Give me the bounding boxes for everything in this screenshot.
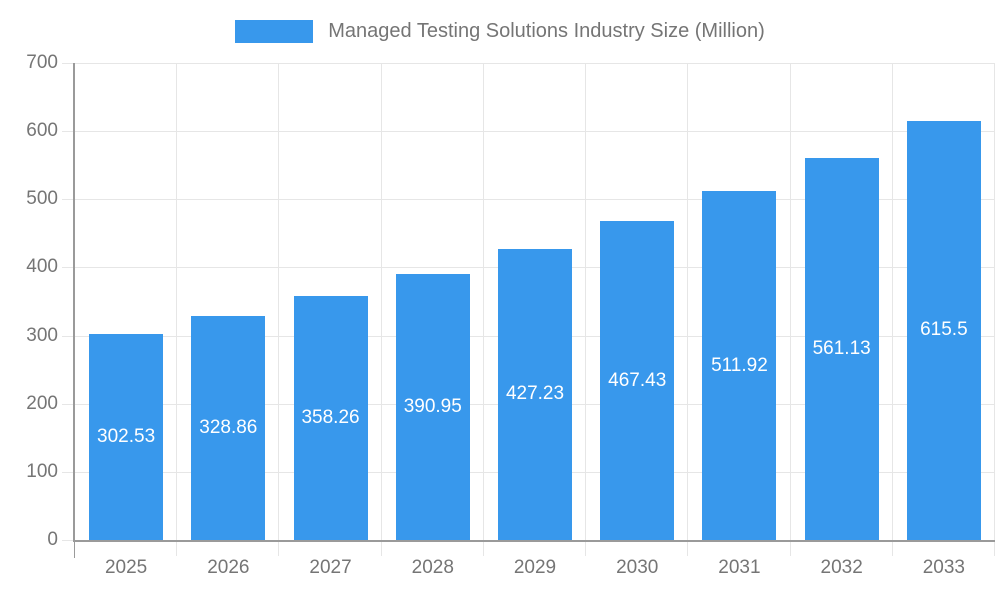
bar-2025[interactable]: 302.53 [89, 333, 164, 540]
gridline-x-5 [585, 63, 587, 540]
bar-value-label: 302.53 [97, 425, 156, 447]
y-axis-tick [62, 63, 73, 64]
y-axis-tick [62, 131, 73, 133]
bar-2026[interactable]: 328.86 [191, 315, 266, 540]
y-axis-tick-label: 500 [26, 188, 58, 210]
x-axis-tick [789, 542, 791, 556]
x-axis-tick [482, 542, 484, 556]
x-axis-tick-label: 2026 [207, 557, 250, 578]
x-axis-tick [74, 542, 75, 558]
bar-2032[interactable]: 561.13 [804, 157, 879, 540]
gridline-y-500 [75, 199, 995, 201]
bar-2027[interactable]: 358.26 [293, 295, 368, 540]
x-axis-tick [585, 542, 587, 556]
y-axis-tick-label: 0 [47, 529, 58, 550]
chart-title: Managed Testing Solutions Industry Size … [328, 20, 765, 42]
bar-value-label: 561.13 [812, 337, 871, 359]
bar-value-label: 358.26 [301, 406, 360, 428]
y-axis-tick [62, 403, 73, 405]
x-axis-tick-label: 2025 [104, 557, 148, 578]
y-axis-tick [62, 267, 73, 269]
y-axis-tick-label: 200 [26, 392, 58, 414]
y-axis-tick-label: 600 [26, 120, 58, 142]
bar-2028[interactable]: 390.95 [395, 273, 470, 540]
x-axis-tick [994, 542, 995, 556]
y-axis-tick-label: 100 [26, 460, 58, 482]
gridline-x-1 [176, 63, 178, 540]
bar-value-label: 328.86 [199, 416, 258, 438]
bar-value-label: 615.5 [920, 319, 968, 341]
y-axis-tick-label: 400 [26, 256, 58, 278]
gridline-y-600 [75, 131, 995, 133]
y-axis-tick [62, 540, 73, 541]
gridline-x-9 [994, 63, 995, 540]
gridline-x-7 [789, 63, 791, 540]
x-axis-tick [380, 542, 382, 556]
gridline-x-3 [380, 63, 382, 540]
x-axis-tick-label: 2028 [411, 557, 454, 578]
y-axis-tick [62, 199, 73, 201]
gridline-x-6 [687, 63, 689, 540]
bar-2033[interactable]: 615.5 [906, 120, 981, 540]
y-axis-tick [62, 471, 73, 473]
plot-area: 302.53 328.86 358.26 390.95 427.23 467.43 511.… [73, 63, 995, 542]
bar-2029[interactable]: 427.23 [498, 248, 572, 540]
x-axis-tick-label: 2033 [922, 557, 966, 578]
gridline-x-8 [891, 63, 893, 540]
x-axis-tick-label: 2031 [718, 557, 761, 578]
bar-value-label: 511.92 [711, 354, 768, 376]
gridline-x-2 [278, 63, 280, 540]
x-axis-tick-label: 2029 [513, 557, 557, 578]
legend[interactable]: Managed Testing Solutions Industry Size … [0, 18, 1000, 44]
bar-2030[interactable]: 467.43 [600, 221, 675, 540]
x-axis-tick [891, 542, 893, 556]
gridline-x-4 [482, 63, 484, 540]
y-axis-tick [62, 335, 73, 337]
gridline-y-700 [75, 63, 995, 64]
bar-value-label: 390.95 [403, 395, 462, 417]
x-axis-tick-label: 2027 [309, 557, 352, 578]
x-axis-tick [176, 542, 178, 556]
bar-2031[interactable]: 511.92 [702, 191, 777, 540]
x-axis-tick-label: 2030 [616, 557, 659, 578]
y-axis-tick-label: 700 [26, 52, 58, 73]
x-axis-tick [278, 542, 280, 556]
y-axis-tick-label: 300 [26, 324, 58, 346]
legend-swatch [235, 19, 314, 43]
x-axis-tick-label: 2032 [820, 557, 863, 578]
bar-value-label: 427.23 [505, 383, 565, 405]
x-axis-tick [687, 542, 689, 556]
bar-value-label: 467.43 [608, 369, 667, 391]
